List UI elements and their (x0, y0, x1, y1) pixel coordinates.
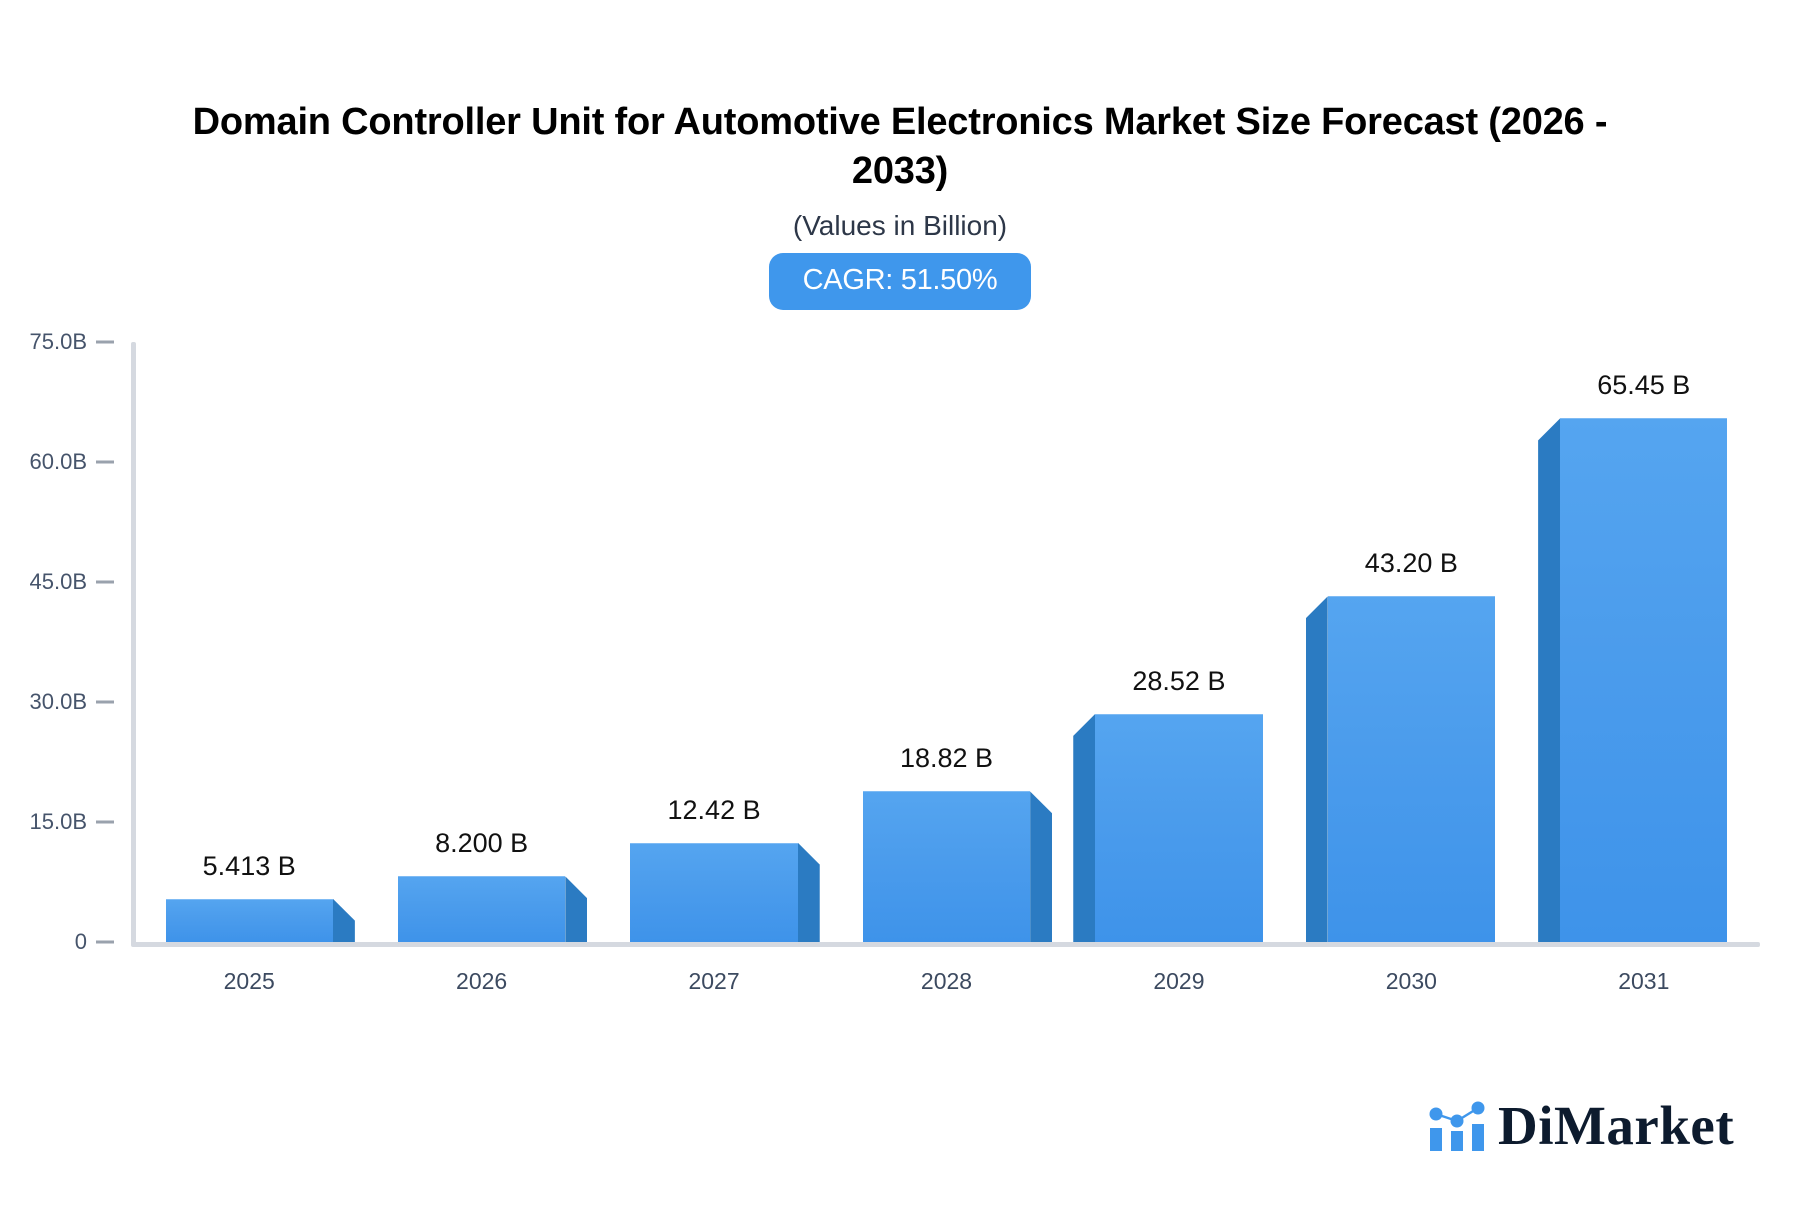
y-axis-tick-mark (96, 820, 114, 824)
y-axis-line (131, 342, 136, 945)
y-axis-tick-mark (96, 700, 114, 704)
chart-header: Domain Controller Unit for Automotive El… (0, 98, 1800, 310)
page-title: Domain Controller Unit for Automotive El… (192, 101, 1608, 192)
x-axis-tick-label: 2029 (1153, 968, 1205, 994)
cagr-status-badge: CAGR: 51.50% (768, 252, 1032, 310)
y-axis-tick-label: 30.0B (29, 689, 88, 714)
bar-2029[interactable] (1073, 713, 1263, 942)
y-axis-tick-label: 0 (74, 929, 87, 954)
logo-wordmark: DiMarket (1498, 1095, 1735, 1156)
bar-side-face (565, 876, 588, 942)
y-axis-tick-label: 75.0B (29, 329, 88, 354)
bar-chart-logo-icon (1429, 1101, 1485, 1151)
bar-2028[interactable] (862, 791, 1053, 942)
chart-subtitle: (Values in Billion) (792, 210, 1008, 242)
bar-side-face (1305, 596, 1328, 942)
x-axis-tick-label: 2025 (223, 968, 275, 994)
dimarket-logo: DiMarket (1428, 1098, 1734, 1153)
bar-side-face (332, 898, 355, 942)
x-axis-tick-label: 2028 (920, 968, 973, 994)
y-axis-tick-mark (96, 340, 114, 344)
cagr-badge-container: CAGR: 51.50% (0, 252, 1800, 310)
bar-side-face (1030, 791, 1053, 942)
bar-side-face (1538, 418, 1561, 942)
bar-front-face (630, 842, 798, 942)
x-axis-tick-label: 2027 (688, 968, 740, 994)
bar-2030[interactable] (1305, 596, 1496, 942)
bar-value-label: 65.45 B (1597, 370, 1691, 401)
bar-value-label: 5.413 B (202, 850, 296, 881)
bar-2026[interactable] (397, 876, 588, 942)
bar-front-face (165, 898, 333, 942)
y-axis-tick-mark (96, 580, 114, 584)
bar-2027[interactable] (630, 842, 820, 942)
y-axis-tick-label: 45.0B (29, 569, 88, 594)
y-axis-tick-mark (96, 940, 114, 944)
bar-2025[interactable] (165, 898, 355, 942)
y-axis-tick-label: 60.0B (29, 449, 88, 474)
y-axis-tick-label: 15.0B (29, 809, 88, 834)
bar-side-face (1073, 713, 1096, 942)
bar-2031[interactable] (1538, 418, 1728, 942)
bar-front-face (862, 791, 1031, 942)
x-axis-tick-label: 2030 (1385, 968, 1437, 994)
y-axis-tick-mark (96, 460, 114, 464)
bar-front-face (1560, 418, 1728, 942)
bar-side-face (797, 842, 820, 942)
bar-front-face (397, 876, 566, 942)
x-axis-tick-label: 2026 (456, 968, 508, 994)
bar-front-face (1095, 713, 1263, 942)
bar-value-label: 28.52 B (1132, 665, 1226, 696)
bar-value-label: 8.200 B (435, 828, 529, 859)
bar-value-label: 43.20 B (1364, 548, 1458, 579)
bar-front-face (1327, 596, 1496, 942)
x-axis-line (131, 942, 1760, 947)
x-axis-tick-label: 2031 (1618, 968, 1670, 994)
bar-value-label: 12.42 B (667, 794, 761, 825)
bar-value-label: 18.82 B (899, 743, 994, 774)
